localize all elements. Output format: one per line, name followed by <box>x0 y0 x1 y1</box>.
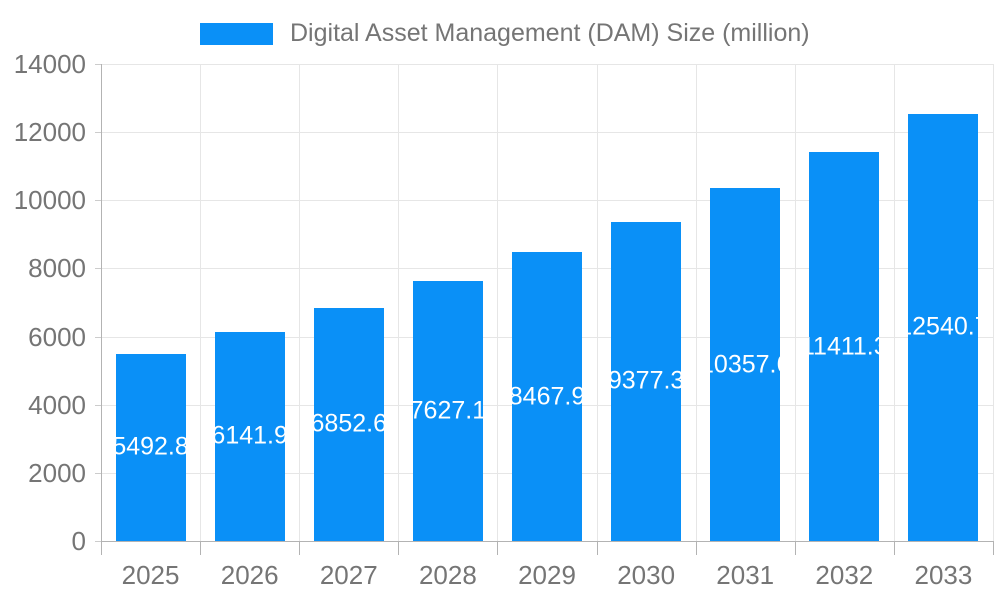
x-axis-tick <box>695 541 697 555</box>
x-gridline <box>893 64 895 541</box>
y-axis-tick-label: 4000 <box>28 389 86 420</box>
legend-swatch <box>200 23 273 45</box>
x-gridline <box>200 64 202 541</box>
y-axis-tick <box>95 404 101 406</box>
x-axis-tick-label: 2027 <box>319 560 378 590</box>
x-axis-tick-label: 2030 <box>617 560 676 590</box>
bar: 6141.9 <box>214 331 285 541</box>
legend: Digital Asset Management (DAM) Size (mil… <box>0 0 1000 56</box>
bar-value-label: 7627.1 <box>412 396 483 425</box>
x-axis-tick-label: 2033 <box>914 560 973 590</box>
bar: 9377.3 <box>611 221 682 541</box>
y-axis-tick <box>95 132 101 134</box>
y-axis-tick <box>95 336 101 338</box>
y-gridline <box>101 200 993 202</box>
y-axis-tick-label: 14000 <box>13 49 86 79</box>
x-axis-tick <box>497 541 499 555</box>
x-axis-tick <box>794 541 796 555</box>
x-axis-tick <box>200 541 202 555</box>
x-gridline <box>299 64 301 541</box>
y-axis-tick-label: 0 <box>71 526 86 556</box>
bar: 12540.7 <box>908 113 979 541</box>
legend-item[interactable]: Digital Asset Management (DAM) Size (mil… <box>0 0 1000 56</box>
bar: 6852.6 <box>313 307 384 541</box>
x-gridline <box>596 64 598 541</box>
x-axis-tick-label: 2031 <box>716 560 775 590</box>
x-axis-line <box>101 541 993 542</box>
x-axis-tick-label: 2028 <box>418 560 477 590</box>
y-axis-line <box>101 64 102 555</box>
x-axis-tick-label: 2025 <box>121 560 180 590</box>
x-axis-tick <box>993 541 994 555</box>
bar-value-label: 5492.8 <box>115 432 186 461</box>
y-axis-tick <box>95 200 101 202</box>
y-axis-tick <box>95 541 101 542</box>
bar-value-label: 6852.6 <box>313 409 384 438</box>
x-axis-tick-label: 2029 <box>518 560 576 590</box>
y-gridline <box>101 64 993 65</box>
x-axis-tick <box>299 541 301 555</box>
y-axis-tick-label: 12000 <box>13 117 86 148</box>
bar: 5492.8 <box>115 353 186 541</box>
x-axis-tick <box>893 541 895 555</box>
y-axis-tick-label: 8000 <box>28 253 86 284</box>
y-axis-tick <box>95 268 101 270</box>
legend-label: Digital Asset Management (DAM) Size (mil… <box>290 19 810 47</box>
y-axis-tick-label: 6000 <box>28 321 86 352</box>
bar-value-label: 8467.9 <box>512 382 582 411</box>
x-axis-tick <box>596 541 598 555</box>
bar-value-label: 6141.9 <box>214 421 285 450</box>
x-gridline <box>794 64 796 541</box>
y-axis-tick-label: 10000 <box>13 185 86 216</box>
x-gridline <box>993 64 994 541</box>
bar-value-label: 12540.7 <box>908 312 978 341</box>
bar: 8467.9 <box>512 252 582 541</box>
x-axis-tick-label: 2026 <box>220 560 279 590</box>
y-axis-tick-label: 2000 <box>28 457 86 488</box>
y-gridline <box>101 132 993 134</box>
x-gridline <box>398 64 400 541</box>
x-gridline <box>497 64 499 541</box>
y-axis-tick <box>95 472 101 474</box>
bar-value-label: 10357.6 <box>710 350 780 379</box>
x-axis-tick <box>398 541 400 555</box>
x-gridline <box>695 64 697 541</box>
bar: 7627.1 <box>412 281 483 541</box>
bar-value-label: 9377.3 <box>611 366 682 395</box>
y-axis-tick <box>95 64 101 65</box>
bar: 10357.6 <box>710 188 781 541</box>
x-axis-tick-label: 2032 <box>815 560 874 590</box>
